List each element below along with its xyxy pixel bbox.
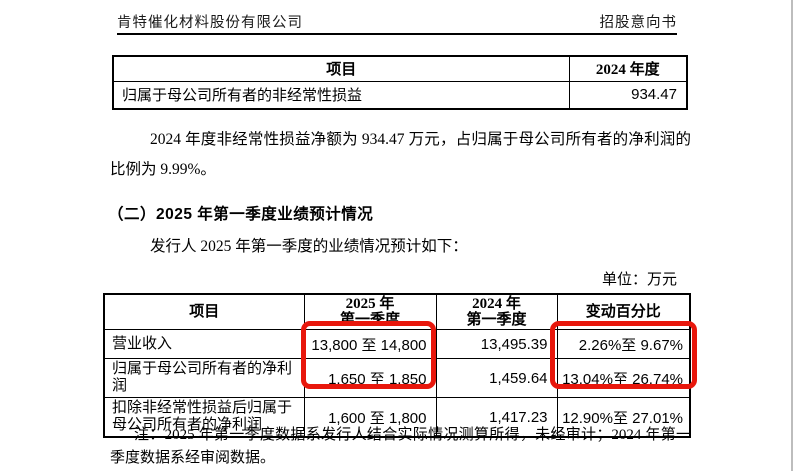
intro-line: 发行人 2025 年第一季度的业绩情况预计如下： [150, 238, 468, 255]
paragraph-non-recurring: 2024 年度非经常性损益净额为 934.47 万元，占归属于母公司所有者的净利… [110, 131, 691, 178]
highlight-box-change-pct [550, 321, 697, 389]
net-profit-2024-actual: 1,459.64 [435, 358, 558, 398]
adj-net-profit-2025-estimate: 1,600 至 1,800 [303, 397, 437, 438]
row-label: 归属于母公司所有者的非经常性损益 [112, 80, 570, 110]
adj-net-profit-change-pct: 12.90%至 27.01% [556, 397, 691, 438]
net-profit-change-pct: 13.04%至 26.74% [556, 358, 691, 398]
section-heading-q1-forecast: （二）2025 年第一季度业绩预计情况 [108, 206, 374, 223]
net-profit-2025-estimate: 1,650 至 1,850 [303, 358, 437, 398]
row-label: 营业收入 [103, 329, 305, 359]
table-row-net-profit: 归属于母公司所有者的净利润 1,650 至 1,850 1,459.64 13.… [103, 358, 691, 398]
table-row-adjusted-net-profit: 扣除非经常性损益后归属于母公司所有者的净利润 1,600 至 1,800 1,4… [103, 397, 691, 438]
highlight-box-2025-estimates [301, 321, 436, 389]
revenue-2024-actual: 13,495.39 [435, 329, 558, 359]
row-value: 934.47 [568, 80, 688, 110]
col-header-2024: 2024 年度 [568, 55, 688, 82]
company-name: 肯特催化材料股份有限公司 [117, 15, 303, 31]
adj-net-profit-2024-actual: 1,417.23 [435, 397, 558, 438]
header-rule [117, 33, 677, 35]
running-head: 肯特催化材料股份有限公司 招股意向书 [117, 11, 677, 32]
col-header-item: 项目 [112, 55, 570, 82]
row-label: 归属于母公司所有者的净利润 [103, 358, 305, 398]
page-edge-line [791, 0, 793, 471]
col-header-2024q1: 2024 年 第一季度 [435, 293, 558, 330]
table-header-row: 项目 2024 年度 [112, 55, 688, 82]
table-row: 归属于母公司所有者的非经常性损益 934.47 [112, 80, 688, 110]
unit-label: 单位：万元 [601, 272, 677, 288]
non-recurring-items-table: 项目 2024 年度 归属于母公司所有者的非经常性损益 934.47 [112, 55, 688, 110]
row-label: 扣除非经常性损益后归属于母公司所有者的净利润 [103, 397, 305, 438]
doc-title: 招股意向书 [599, 15, 677, 31]
col-header-item: 项目 [103, 293, 305, 330]
table-footnote: 注：2025 年第一季度数据系发行人结合实际情况测算所得，未经审计；2024 年… [110, 427, 691, 466]
